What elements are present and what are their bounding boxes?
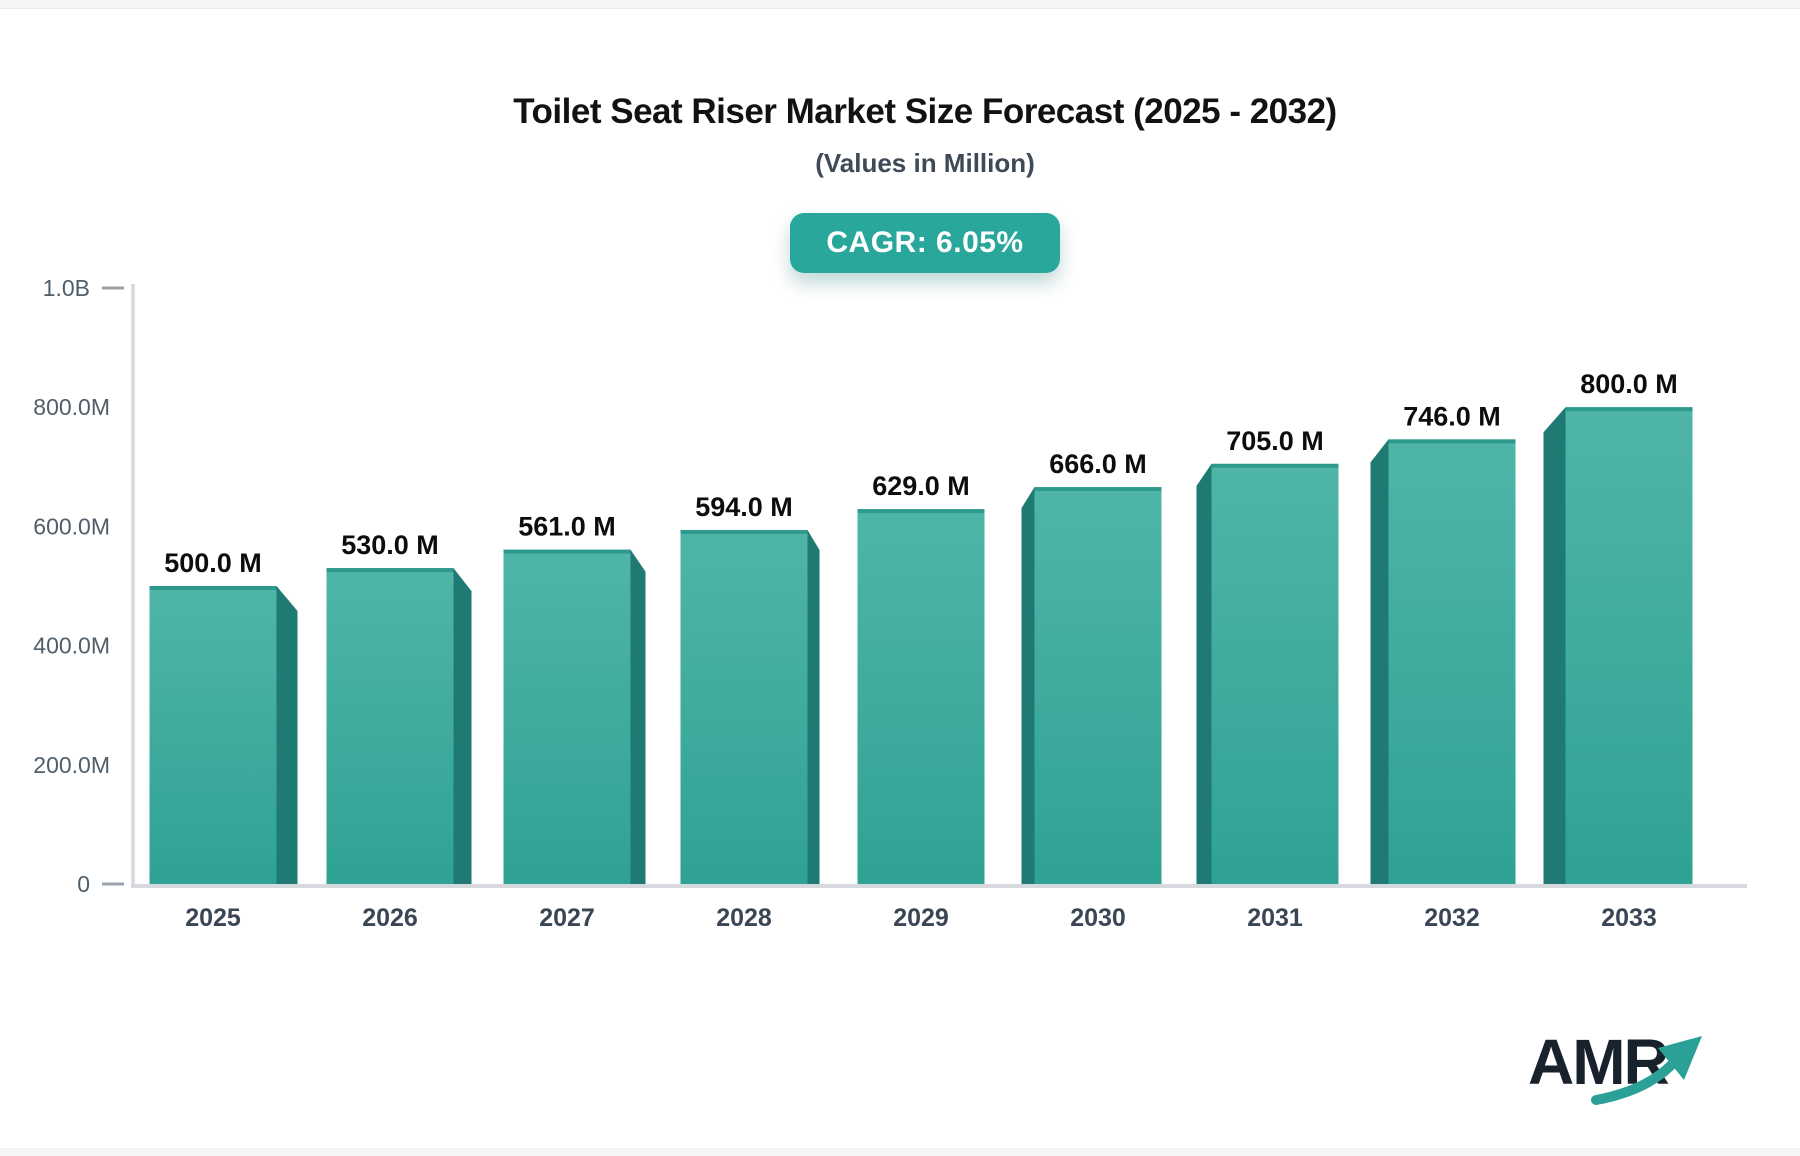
x-axis-tick-label: 2033 [1601, 904, 1657, 932]
bar-value-label: 561.0 M [518, 512, 616, 542]
bar-side-face[interactable] [1370, 439, 1389, 884]
chart-subtitle: (Values in Million) [815, 148, 1035, 178]
bar-value-label: 594.0 M [695, 492, 793, 522]
x-axis-tick-label: 2027 [539, 904, 595, 932]
y-axis-tick-label: 600.0M [33, 513, 110, 539]
bar-2032[interactable] [1388, 439, 1516, 884]
chart-header: Toilet Seat Riser Market Size Forecast (… [225, 92, 1625, 273]
x-axis-tick-label: 2030 [1070, 904, 1126, 932]
bar-group-2032: 746.0 M 2032 [1370, 401, 1516, 932]
y-axis-tick-label: 0 [77, 871, 90, 897]
x-axis-tick-label: 2026 [362, 904, 418, 932]
bar-2026[interactable] [326, 568, 454, 884]
bar-value-label: 629.0 M [872, 471, 970, 501]
bar-side-face[interactable] [453, 568, 472, 884]
bar-group-2029: 629.0 M 2029 [857, 471, 985, 932]
bar-side-face[interactable] [1021, 487, 1035, 884]
bar-value-label: 530.0 M [341, 530, 439, 560]
bar-2030[interactable] [1034, 487, 1162, 884]
bar-side-face[interactable] [1196, 463, 1212, 884]
bar-top-edge [1565, 407, 1693, 412]
page-top-edge [0, 0, 1800, 9]
page-bottom-edge [0, 1148, 1800, 1156]
x-axis-tick-label: 2032 [1424, 904, 1480, 932]
bar-top-edge [1388, 439, 1516, 444]
bar-top-edge [326, 568, 454, 573]
bar-side-face[interactable] [1543, 407, 1566, 884]
y-axis-tick-label: 800.0M [33, 394, 110, 420]
bar-side-face[interactable] [630, 549, 646, 884]
bar-top-edge [857, 509, 985, 514]
x-axis-tick-label: 2028 [716, 904, 772, 932]
cagr-badge: CAGR: 6.05% [790, 213, 1060, 273]
bar-group-2025: 500.0 M 2025 [149, 548, 298, 932]
bar-side-face[interactable] [276, 586, 298, 884]
bar-top-edge [1211, 463, 1339, 468]
bar-top-edge [149, 586, 277, 590]
bar-2031[interactable] [1211, 463, 1339, 884]
bar-group-2027: 561.0 M 2027 [503, 512, 646, 932]
bar-top-edge [680, 529, 808, 534]
y-axis-tick-label: 400.0M [33, 633, 110, 659]
bar-side-face[interactable] [807, 529, 820, 884]
bar-2027[interactable] [503, 549, 631, 884]
y-axis-tick-label: 1.0B [43, 275, 90, 301]
bar-group-2033: 800.0 M 2033 [1543, 369, 1693, 932]
bar-top-edge [503, 549, 631, 554]
amr-logo-arrow-icon [1591, 1036, 1702, 1105]
bar-group-2031: 705.0 M 2031 [1196, 426, 1339, 932]
bar-value-label: 500.0 M [164, 548, 262, 578]
chart-title: Toilet Seat Riser Market Size Forecast (… [513, 92, 1337, 131]
bar-group-2026: 530.0 M 2026 [326, 530, 472, 932]
bar-2029[interactable] [857, 509, 985, 884]
bar-2028[interactable] [680, 529, 808, 884]
bar-group-2030: 666.0 M 2030 [1021, 449, 1162, 932]
bar-value-label: 800.0 M [1580, 369, 1678, 399]
amr-logo: AMR [1528, 1030, 1748, 1130]
bar-value-label: 705.0 M [1226, 426, 1324, 456]
bar-value-label: 666.0 M [1049, 449, 1147, 479]
x-axis-tick-label: 2031 [1247, 904, 1303, 932]
bar-2025[interactable] [149, 586, 277, 884]
bar-value-label: 746.0 M [1403, 401, 1501, 431]
x-axis-tick-label: 2029 [893, 904, 949, 932]
x-axis-tick-label: 2025 [185, 904, 241, 932]
y-axis-tick-label: 200.0M [33, 752, 110, 778]
bar-group-2028: 594.0 M 2028 [680, 492, 820, 932]
bar-2033[interactable] [1565, 407, 1693, 884]
bar-top-edge [1034, 487, 1162, 492]
